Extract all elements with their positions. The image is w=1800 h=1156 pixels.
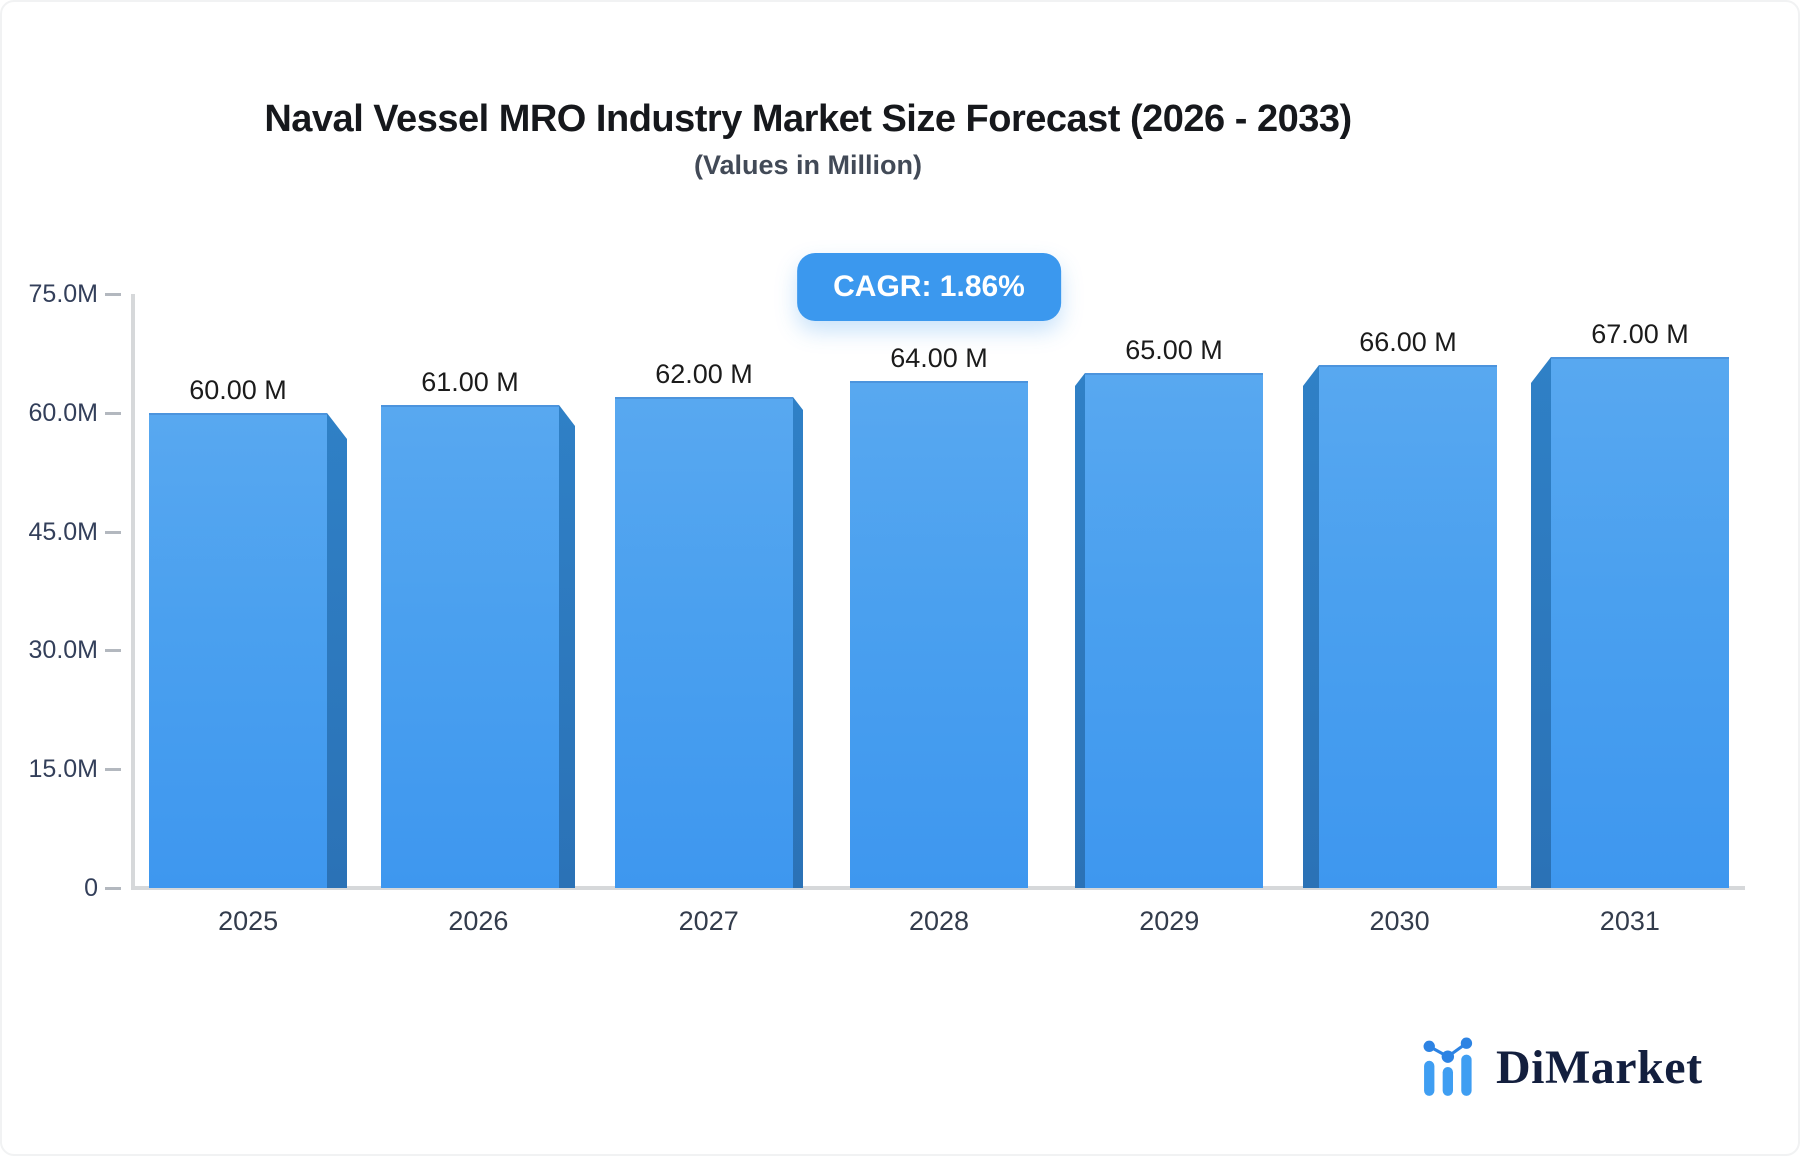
bar-2025[interactable] bbox=[149, 413, 347, 888]
bar-value-label: 66.00 M bbox=[1359, 327, 1457, 357]
bar-3d-side bbox=[559, 405, 575, 888]
y-axis-tick-mark bbox=[105, 293, 121, 296]
y-axis-tick-mark bbox=[105, 768, 121, 772]
y-axis-tick-label: 15.0M bbox=[28, 755, 98, 784]
y-axis-tick-mark bbox=[105, 887, 121, 890]
x-axis-label-2028: 2028 bbox=[908, 906, 970, 936]
chart-title: Naval Vessel MRO Industry Market Size Fo… bbox=[264, 98, 1352, 140]
mini-bar-line-chart-icon bbox=[1423, 1037, 1473, 1096]
bar-3d-side bbox=[1303, 365, 1319, 888]
bar-value-label: 67.00 M bbox=[1591, 319, 1689, 349]
y-axis-line bbox=[131, 294, 135, 890]
bar-value-label: 62.00 M bbox=[655, 359, 753, 389]
bar-value-label: 65.00 M bbox=[1125, 335, 1223, 365]
x-axis-label-2027: 2027 bbox=[678, 906, 739, 936]
bar-2031[interactable] bbox=[1531, 357, 1729, 888]
bar-face bbox=[1551, 357, 1729, 888]
bar-2026[interactable] bbox=[381, 405, 575, 888]
y-axis-tick-label: 45.0M bbox=[28, 517, 98, 546]
y-axis-tick-label: 60.0M bbox=[28, 398, 98, 427]
y-axis-tick-mark bbox=[105, 649, 121, 653]
bar-2030[interactable] bbox=[1303, 365, 1497, 888]
bar-face bbox=[1319, 365, 1497, 888]
bar-face bbox=[615, 397, 793, 888]
bar-3d-side bbox=[327, 413, 347, 888]
bar-2029[interactable] bbox=[1075, 373, 1263, 888]
bar-3d-side bbox=[793, 397, 803, 888]
x-axis-label-2026: 2026 bbox=[448, 906, 509, 936]
bar-face bbox=[1085, 373, 1263, 888]
x-axis-label-2030: 2030 bbox=[1369, 906, 1430, 936]
y-axis-tick-label: 75.0M bbox=[28, 280, 98, 308]
y-axis-tick-label: 0 bbox=[84, 874, 98, 902]
brand-logo: DiMarket bbox=[1422, 1036, 1703, 1098]
x-axis-line bbox=[131, 886, 1745, 890]
bar-2028[interactable] bbox=[850, 381, 1028, 888]
y-axis-tick-label: 30.0M bbox=[28, 636, 98, 665]
cagr-badge: CAGR: 1.86% bbox=[797, 253, 1061, 321]
bar-3d-side bbox=[1531, 357, 1551, 888]
bar-value-label: 61.00 M bbox=[421, 367, 519, 397]
bar-value-label: 60.00 M bbox=[189, 375, 287, 405]
x-axis-label-2031: 2031 bbox=[1599, 906, 1660, 936]
x-axis-label-2025: 2025 bbox=[218, 906, 279, 936]
chart-subtitle: (Values in Million) bbox=[693, 150, 923, 180]
bar-face bbox=[850, 381, 1028, 888]
y-axis-tick-mark bbox=[105, 411, 121, 415]
bar-face bbox=[149, 413, 327, 888]
x-axis-label-2029: 2029 bbox=[1139, 906, 1200, 936]
bar-3d-side bbox=[1075, 373, 1085, 888]
bar-2027[interactable] bbox=[615, 397, 803, 888]
bar-face bbox=[381, 405, 559, 888]
bar-value-label: 64.00 M bbox=[890, 343, 988, 373]
brand-logo-text: DiMarket bbox=[1496, 1040, 1703, 1094]
y-axis-tick-mark bbox=[105, 530, 121, 534]
